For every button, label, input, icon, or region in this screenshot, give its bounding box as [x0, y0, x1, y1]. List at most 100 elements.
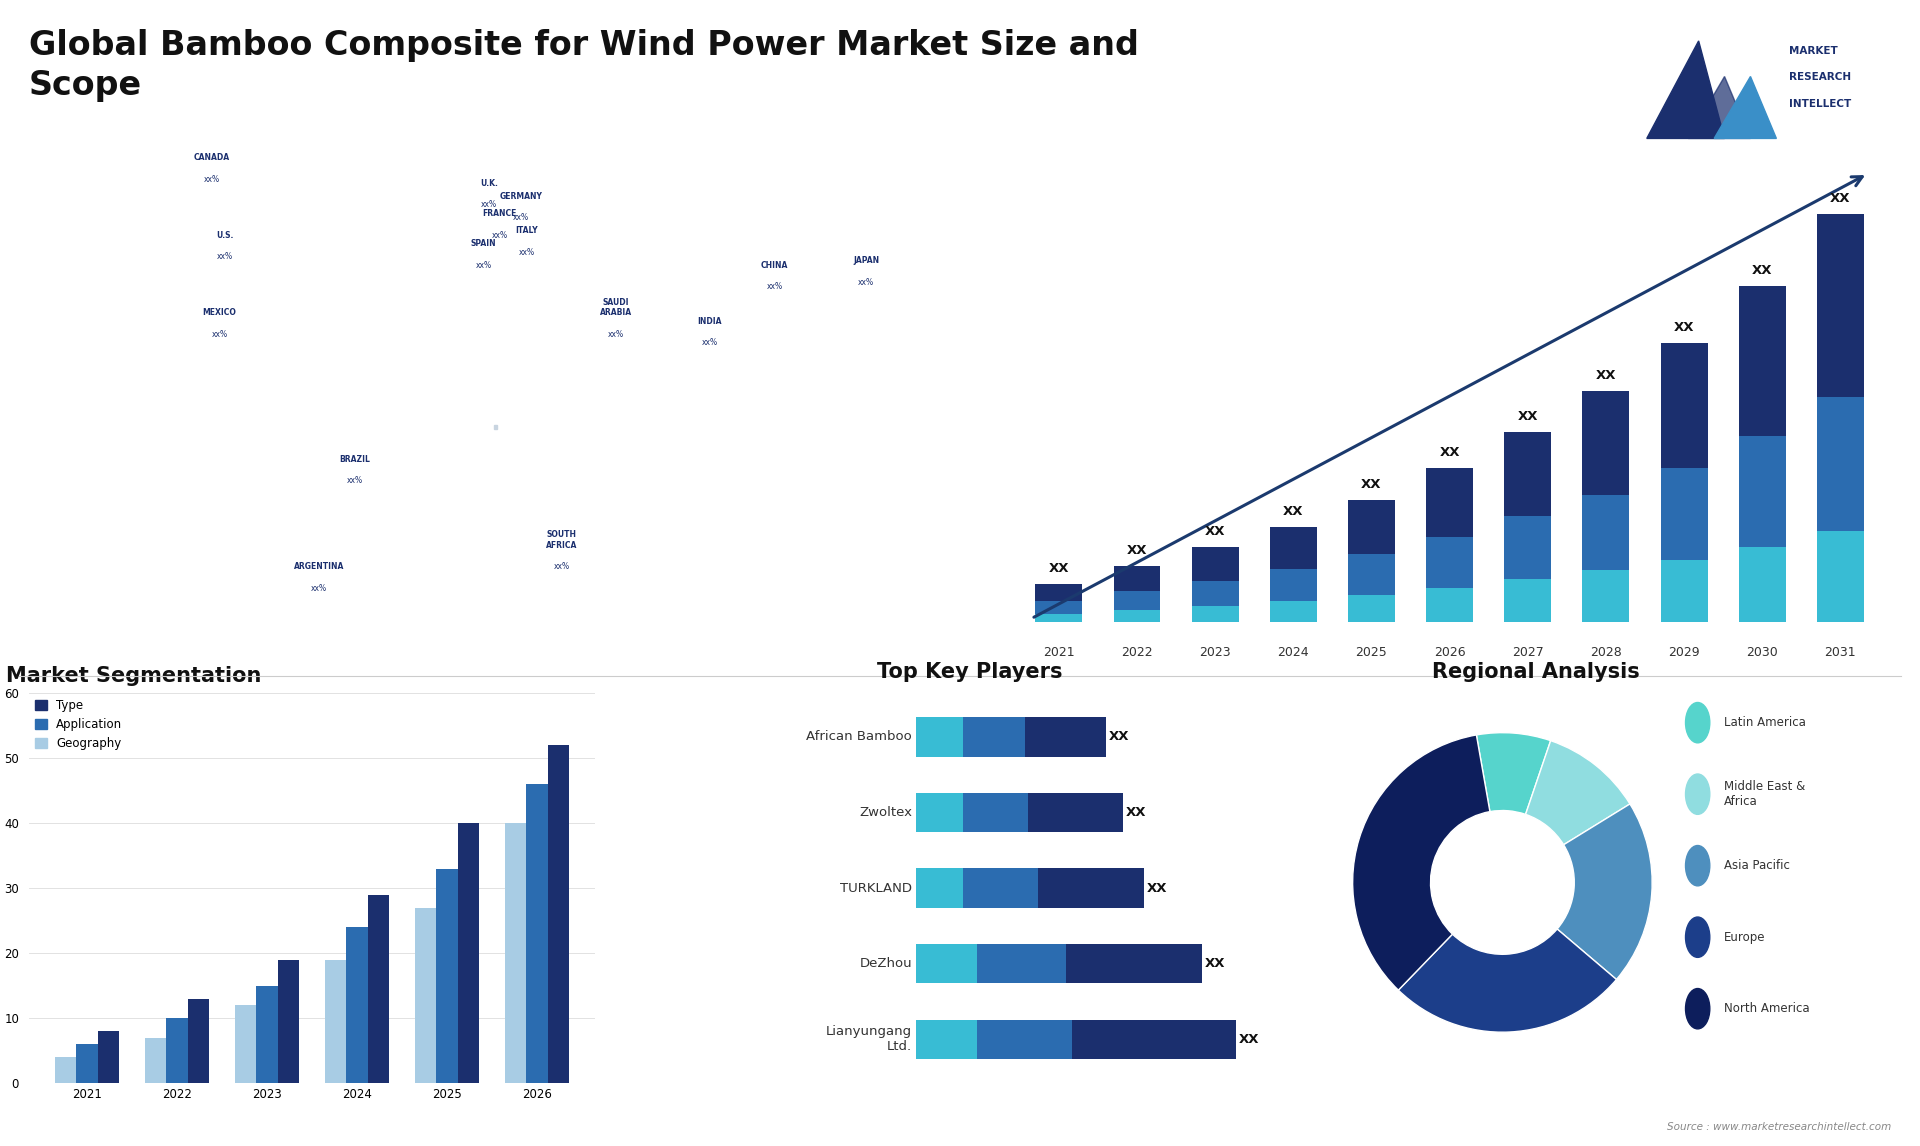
Text: CHINA: CHINA — [760, 261, 789, 269]
Text: U.K.: U.K. — [480, 179, 497, 188]
Text: 2021: 2021 — [1043, 646, 1075, 659]
Text: GERMANY: GERMANY — [499, 191, 543, 201]
Text: 2031: 2031 — [1824, 646, 1857, 659]
Text: Europe: Europe — [1724, 931, 1766, 943]
Bar — [495, 425, 497, 429]
Wedge shape — [1476, 732, 1551, 815]
Bar — [144, 1037, 167, 1083]
Circle shape — [1686, 702, 1711, 743]
Bar — [964, 717, 1025, 756]
Text: xx%: xx% — [607, 330, 624, 339]
Bar — [1066, 944, 1202, 983]
Bar — [188, 998, 209, 1083]
Text: xx%: xx% — [513, 213, 530, 222]
Bar — [1114, 610, 1160, 621]
Text: XX: XX — [1110, 730, 1129, 744]
Text: xx%: xx% — [518, 248, 536, 257]
Text: xx%: xx% — [492, 230, 509, 240]
Bar — [255, 986, 278, 1083]
Text: ITALY: ITALY — [515, 226, 538, 235]
Bar — [977, 1020, 1073, 1059]
Text: xx%: xx% — [211, 330, 228, 339]
Text: SPAIN: SPAIN — [470, 240, 497, 249]
Text: North America: North America — [1724, 1003, 1811, 1015]
Text: BRAZIL: BRAZIL — [340, 455, 371, 464]
Wedge shape — [1398, 929, 1617, 1033]
Text: xx%: xx% — [311, 583, 328, 592]
Bar — [1269, 527, 1317, 570]
Bar — [1427, 469, 1473, 537]
Text: CANADA: CANADA — [194, 154, 230, 162]
Circle shape — [1686, 989, 1711, 1029]
Bar — [1348, 555, 1396, 595]
Text: XX: XX — [1048, 562, 1069, 574]
Bar — [54, 1057, 77, 1083]
Bar — [98, 1031, 119, 1083]
Text: Source : www.marketresearchintellect.com: Source : www.marketresearchintellect.com — [1667, 1122, 1891, 1132]
Text: xx%: xx% — [480, 201, 497, 210]
Bar — [457, 823, 480, 1083]
Text: xx%: xx% — [204, 174, 219, 183]
Bar — [1503, 579, 1551, 621]
Text: Latin America: Latin America — [1724, 716, 1807, 729]
Bar — [369, 895, 390, 1083]
Bar — [1269, 602, 1317, 621]
Bar — [324, 959, 346, 1083]
Text: 2022: 2022 — [1121, 646, 1152, 659]
Circle shape — [1686, 917, 1711, 957]
Wedge shape — [1526, 740, 1630, 845]
Bar — [1035, 602, 1083, 614]
Text: xx%: xx% — [766, 282, 783, 291]
Text: XX: XX — [1440, 447, 1459, 460]
Polygon shape — [1715, 77, 1776, 139]
Bar — [964, 869, 1039, 908]
Circle shape — [1686, 846, 1711, 886]
Text: 2023: 2023 — [1200, 646, 1231, 659]
Bar — [1192, 605, 1238, 621]
Text: 2025: 2025 — [1356, 646, 1388, 659]
Text: MARKET: MARKET — [1789, 46, 1837, 56]
Bar — [916, 717, 964, 756]
Text: Zwoltex: Zwoltex — [858, 806, 912, 819]
Bar — [1582, 571, 1630, 621]
Bar — [916, 944, 977, 983]
Text: XX: XX — [1674, 321, 1693, 333]
Text: MEXICO: MEXICO — [204, 308, 236, 317]
Text: Global Bamboo Composite for Wind Power Market Size and
Scope: Global Bamboo Composite for Wind Power M… — [29, 29, 1139, 102]
Text: XX: XX — [1830, 193, 1851, 205]
Text: JAPAN: JAPAN — [852, 257, 879, 266]
Wedge shape — [1354, 735, 1490, 990]
Text: 2026: 2026 — [1434, 646, 1465, 659]
Text: RESEARCH: RESEARCH — [1789, 72, 1851, 83]
Bar — [436, 869, 457, 1083]
Bar — [415, 908, 436, 1083]
Text: XX: XX — [1751, 264, 1772, 277]
Bar — [1427, 537, 1473, 588]
Bar — [1025, 717, 1106, 756]
Bar — [526, 784, 547, 1083]
Text: XX: XX — [1238, 1033, 1260, 1046]
Bar — [1816, 214, 1864, 397]
Text: SOUTH
AFRICA: SOUTH AFRICA — [545, 531, 578, 550]
Bar — [1269, 570, 1317, 602]
Text: 2030: 2030 — [1747, 646, 1778, 659]
Text: XX: XX — [1146, 881, 1167, 895]
Text: 2027: 2027 — [1511, 646, 1544, 659]
Bar — [1348, 501, 1396, 555]
Text: 2028: 2028 — [1590, 646, 1622, 659]
Bar — [346, 927, 369, 1083]
Text: TURKLAND: TURKLAND — [841, 881, 912, 895]
Bar — [916, 793, 964, 832]
Bar — [1192, 581, 1238, 605]
Text: XX: XX — [1127, 544, 1148, 557]
Bar — [1073, 1020, 1236, 1059]
Text: XX: XX — [1206, 525, 1225, 539]
Text: Top Key Players: Top Key Players — [877, 662, 1062, 682]
Bar — [1503, 517, 1551, 579]
Text: XX: XX — [1283, 504, 1304, 518]
Bar — [77, 1044, 98, 1083]
Text: xx%: xx% — [217, 252, 232, 261]
Text: xx%: xx% — [476, 261, 492, 269]
Text: SAUDI
ARABIA: SAUDI ARABIA — [599, 298, 632, 317]
Bar — [234, 1005, 255, 1083]
